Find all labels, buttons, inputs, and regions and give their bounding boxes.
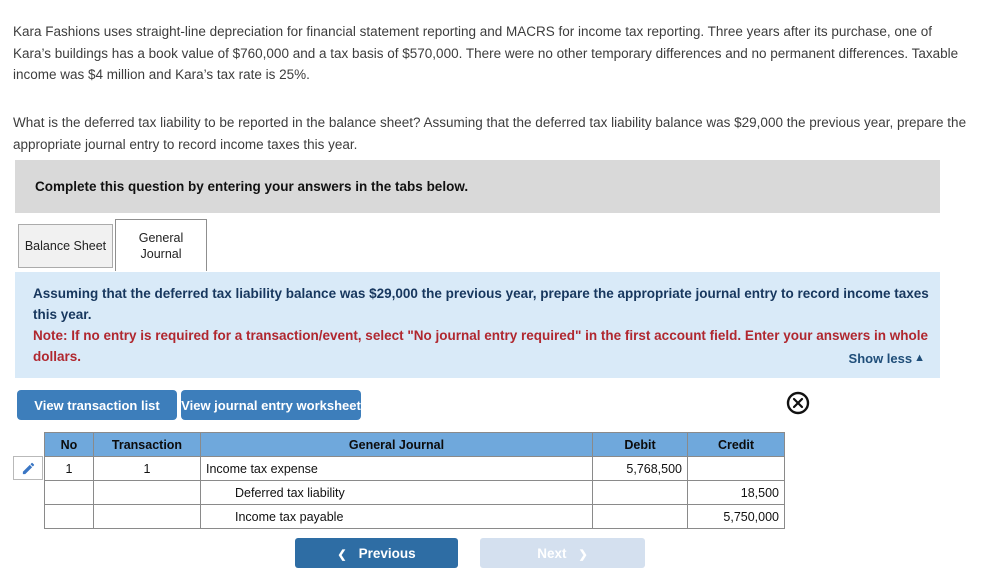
cell-debit: [592, 480, 688, 505]
previous-button[interactable]: ❮ Previous: [295, 538, 458, 568]
show-less-link[interactable]: Show less ▲: [849, 348, 925, 369]
close-icon-graphic: [786, 391, 810, 415]
view-journal-entry-worksheet-button[interactable]: View journal entry worksheet: [181, 390, 361, 420]
cell-transaction: [93, 480, 201, 505]
triangle-up-icon: ▲: [914, 352, 925, 364]
show-less-label: Show less: [848, 351, 913, 366]
journal-row-3: Income tax payable 5,750,000: [44, 504, 785, 529]
cell-debit: [592, 504, 688, 529]
cell-debit: 5,768,500: [592, 456, 688, 481]
cell-transaction: [93, 504, 201, 529]
chevron-right-icon: ❯: [578, 548, 588, 561]
cell-account: Income tax expense: [200, 456, 593, 481]
cell-account: Income tax payable: [200, 504, 593, 529]
cell-credit: [687, 456, 785, 481]
chevron-left-icon: ❮: [337, 548, 347, 561]
view-transaction-list-button[interactable]: View transaction list: [17, 390, 177, 420]
cell-credit: 18,500: [687, 480, 785, 505]
close-circle-icon[interactable]: [786, 391, 810, 415]
column-header-no: No: [44, 432, 94, 457]
edit-entry-button[interactable]: [13, 456, 43, 480]
task-prompt: Assuming that the deferred tax liability…: [33, 286, 929, 322]
cell-no: 1: [44, 456, 94, 481]
cell-no: [44, 480, 94, 505]
journal-row-1: 1 1 Income tax expense 5,768,500: [44, 456, 785, 481]
previous-button-label: Previous: [358, 545, 416, 561]
task-panel: Assuming that the deferred tax liability…: [15, 272, 940, 378]
problem-paragraph-1: Kara Fashions uses straight-line depreci…: [13, 24, 959, 82]
column-header-debit: Debit: [592, 432, 688, 457]
column-header-general-journal: General Journal: [200, 432, 593, 457]
pencil-icon: [22, 462, 34, 474]
column-header-transaction: Transaction: [93, 432, 201, 457]
instruction-banner: Complete this question by entering your …: [15, 160, 940, 213]
journal-table: No Transaction General Journal Debit Cre…: [44, 432, 785, 529]
task-note: Note: If no entry is required for a tran…: [33, 328, 928, 364]
cell-account: Deferred tax liability: [200, 480, 593, 505]
problem-paragraph-2: What is the deferred tax liability to be…: [13, 115, 967, 152]
journal-table-header-row: No Transaction General Journal Debit Cre…: [44, 432, 785, 457]
tab-balance-sheet-label: Balance Sheet: [24, 239, 107, 253]
cell-no: [44, 504, 94, 529]
next-button[interactable]: Next ❯: [480, 538, 645, 568]
tab-general-journal-label: General Journal: [138, 230, 184, 261]
tab-balance-sheet[interactable]: Balance Sheet: [18, 224, 113, 268]
journal-row-2: Deferred tax liability 18,500: [44, 480, 785, 505]
tab-general-journal[interactable]: General Journal: [115, 219, 207, 271]
cell-credit: 5,750,000: [687, 504, 785, 529]
cell-transaction: 1: [93, 456, 201, 481]
column-header-credit: Credit: [687, 432, 785, 457]
instruction-banner-text: Complete this question by entering your …: [35, 179, 469, 194]
next-button-label: Next: [537, 545, 567, 561]
